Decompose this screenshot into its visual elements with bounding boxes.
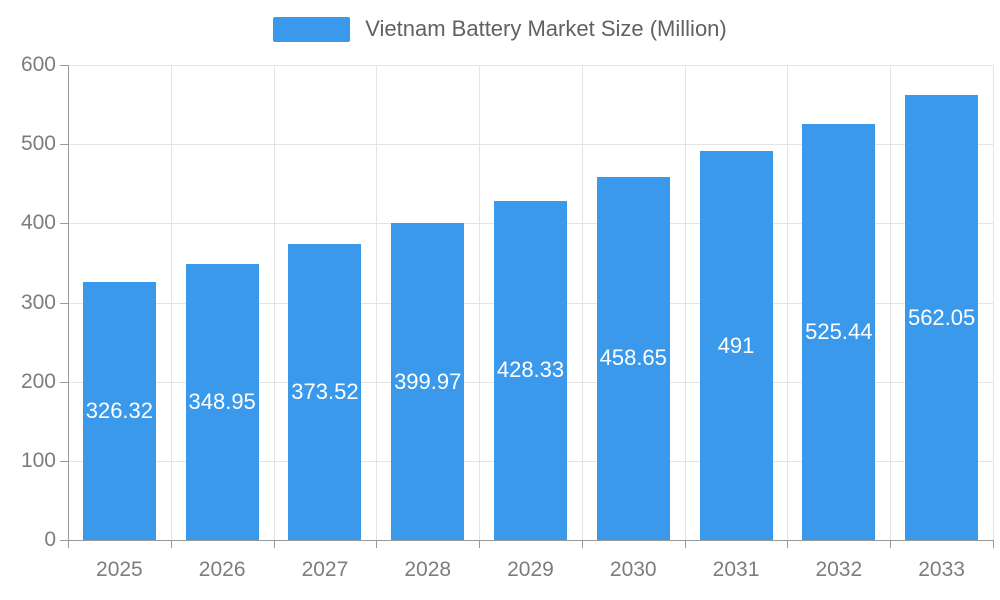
bar-value-label: 562.05: [907, 304, 976, 330]
legend-item[interactable]: Vietnam Battery Market Size (Million): [273, 16, 727, 42]
y-axis-tick: [60, 460, 68, 462]
x-axis-category-label: 2025: [96, 558, 143, 581]
bar-value-label: 428.33: [496, 357, 565, 383]
legend-swatch-icon: [273, 16, 351, 42]
y-axis-tick-label: 200: [20, 369, 56, 393]
y-axis-tick-label: 300: [20, 290, 56, 314]
y-axis-tick: [60, 223, 68, 225]
gridline-vertical: [684, 65, 686, 540]
gridline-horizontal: [68, 65, 993, 66]
bar-2028[interactable]: 399.97: [391, 223, 465, 540]
y-axis-tick-label: 500: [20, 132, 56, 156]
x-axis-category-label: 2030: [609, 558, 657, 581]
x-axis-tick: [890, 540, 892, 548]
gridline-vertical: [890, 65, 892, 540]
bar-value-label: 458.65: [599, 345, 667, 371]
y-axis-line: [68, 65, 69, 548]
bar-value-label: 525.44: [805, 319, 873, 344]
y-axis-tick: [60, 302, 68, 304]
legend-label: Vietnam Battery Market Size (Million): [365, 16, 727, 41]
x-axis-tick: [376, 540, 378, 548]
bar-2027[interactable]: 373.52: [288, 244, 362, 540]
y-axis-tick: [60, 144, 68, 146]
y-axis-tick-label: 0: [44, 528, 56, 551]
gridline-vertical: [273, 65, 275, 540]
bar-2032[interactable]: 525.44: [802, 124, 876, 540]
x-axis-category-label: 2027: [301, 558, 349, 581]
y-axis-tick: [60, 65, 68, 66]
bar-2026[interactable]: 348.95: [185, 263, 259, 540]
gridline-vertical: [787, 65, 789, 540]
bar-2025[interactable]: 326.32: [82, 281, 156, 540]
x-axis-line: [60, 540, 993, 541]
bar-value-label: 491: [717, 332, 755, 358]
y-axis-tick: [60, 381, 68, 383]
gridline-vertical: [581, 65, 583, 540]
bar-value-label: 399.97: [394, 368, 462, 394]
gridline-vertical: [479, 65, 481, 540]
x-axis-tick: [993, 540, 994, 548]
x-axis-tick: [479, 540, 481, 548]
gridline-horizontal: [68, 144, 993, 146]
bar-2033[interactable]: 562.05: [905, 95, 979, 540]
x-axis-tick: [684, 540, 686, 548]
y-axis-tick-label: 100: [20, 448, 56, 472]
x-axis-category-label: 2029: [507, 558, 554, 581]
x-axis-tick: [273, 540, 275, 548]
x-axis-tick: [581, 540, 583, 548]
gridline-vertical: [376, 65, 378, 540]
x-axis-category-label: 2033: [918, 558, 965, 581]
bar-2029[interactable]: 428.33: [494, 200, 567, 540]
x-axis-tick: [170, 540, 172, 548]
bar-value-label: 326.32: [85, 397, 154, 423]
x-axis-tick: [787, 540, 789, 548]
x-axis-category-label: 2031: [712, 558, 760, 581]
bar-2031[interactable]: 491: [699, 151, 773, 540]
x-axis-category-label: 2028: [404, 558, 452, 581]
gridline-vertical: [993, 65, 994, 540]
x-axis-category-label: 2026: [198, 558, 246, 581]
y-axis-tick-label: 400: [20, 211, 56, 235]
y-axis-tick-label: 600: [20, 53, 56, 76]
bar-value-label: 348.95: [188, 388, 256, 414]
x-axis-category-label: 2032: [815, 558, 863, 581]
legend: Vietnam Battery Market Size (Million): [0, 16, 1000, 42]
bar-2030[interactable]: 458.65: [596, 176, 670, 540]
gridline-vertical: [170, 65, 172, 540]
bar-value-label: 373.52: [291, 379, 359, 405]
